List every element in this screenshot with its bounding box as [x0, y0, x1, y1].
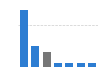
- Bar: [77, 63, 85, 67]
- Bar: [20, 10, 28, 67]
- Bar: [88, 63, 96, 67]
- Bar: [43, 52, 51, 67]
- Bar: [54, 63, 62, 67]
- Bar: [65, 63, 73, 67]
- Bar: [31, 46, 39, 67]
